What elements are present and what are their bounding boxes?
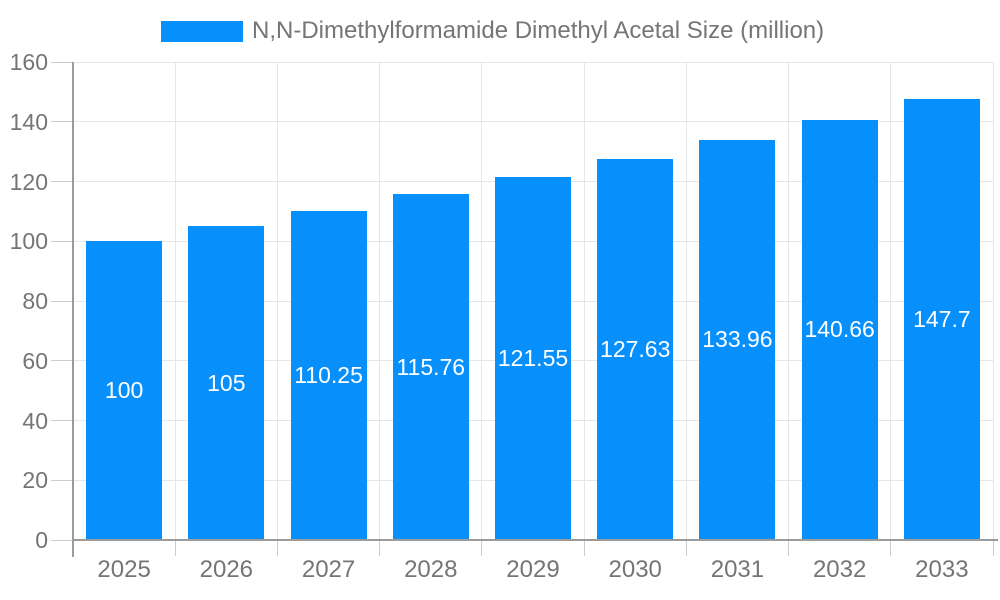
y-axis-tick [51,479,73,481]
gridline-vertical [890,62,892,540]
x-axis-tick [890,540,892,556]
gridline-vertical [379,62,381,540]
bar[interactable]: 147.7 [903,98,980,540]
y-axis-label: 0 [35,527,48,553]
bar-value-label: 127.63 [600,335,671,362]
legend: N,N-Dimethylformamide Dimethyl Acetal Si… [161,17,824,45]
bar-value-label: 105 [207,369,246,396]
gridline-vertical [788,62,790,540]
y-axis-label: 80 [22,288,48,314]
y-axis-label: 40 [22,407,48,434]
gridline-vertical [992,62,994,540]
x-axis-line [73,539,998,541]
bar[interactable]: 133.96 [699,139,776,540]
legend-label[interactable]: N,N-Dimethylformamide Dimethyl Acetal Si… [252,17,825,44]
x-axis-label: 2027 [301,556,356,583]
x-axis-label: 2026 [199,556,254,583]
x-axis-label: 2033 [915,556,969,583]
bar-value-label: 115.76 [396,353,466,380]
x-axis-tick [379,540,381,556]
bar[interactable]: 121.55 [495,176,571,540]
bar-value-label: 100 [104,377,144,404]
x-axis-tick [788,540,790,556]
y-axis-tick [51,240,73,242]
gridline-vertical [174,62,176,540]
x-axis-tick [174,540,176,556]
y-axis-tick [51,539,73,541]
y-axis-tick [51,121,73,123]
bar[interactable]: 100 [86,241,163,540]
y-axis-label: 160 [9,49,48,75]
gridline-vertical [481,62,483,540]
bar[interactable]: 140.66 [801,119,878,540]
x-axis-label: 2029 [506,556,560,583]
bar[interactable]: 127.63 [597,158,674,540]
x-axis-tick [583,540,585,556]
bar[interactable]: 110.25 [290,210,367,540]
x-axis-label: 2031 [710,556,765,583]
x-axis-tick [685,540,687,556]
x-axis-tick [481,540,483,556]
bar-value-label: 147.7 [913,305,971,332]
gridline-horizontal [73,61,993,63]
bar-value-label: 110.25 [294,361,363,388]
x-axis-label: 2028 [404,556,458,583]
y-axis-label: 100 [9,228,48,255]
x-axis-tick [276,540,278,556]
gridline-vertical [276,62,278,540]
y-axis-tick [51,420,73,421]
gridline-vertical [685,62,687,540]
y-axis-tick [51,360,73,362]
y-axis-label: 60 [22,347,48,374]
x-axis-label: 2025 [97,556,151,583]
y-axis-label: 140 [9,108,48,135]
y-axis-tick [51,300,73,302]
bar-value-label: 121.55 [497,344,569,371]
gridline-horizontal [73,121,993,123]
y-axis-tick [51,61,73,63]
x-axis-label: 2032 [812,556,867,583]
legend-swatch[interactable] [161,20,243,42]
bar-value-label: 140.66 [804,316,875,343]
y-axis-label: 20 [22,467,48,494]
bar[interactable]: 105 [188,226,265,540]
y-axis-label: 120 [9,168,48,195]
y-axis-line [72,62,74,557]
bar-value-label: 133.96 [702,326,773,353]
bar[interactable]: 115.76 [392,194,469,540]
gridline-vertical [583,62,585,540]
y-axis-tick [51,181,73,182]
x-axis-label: 2030 [608,556,662,583]
x-axis-tick [992,540,994,556]
